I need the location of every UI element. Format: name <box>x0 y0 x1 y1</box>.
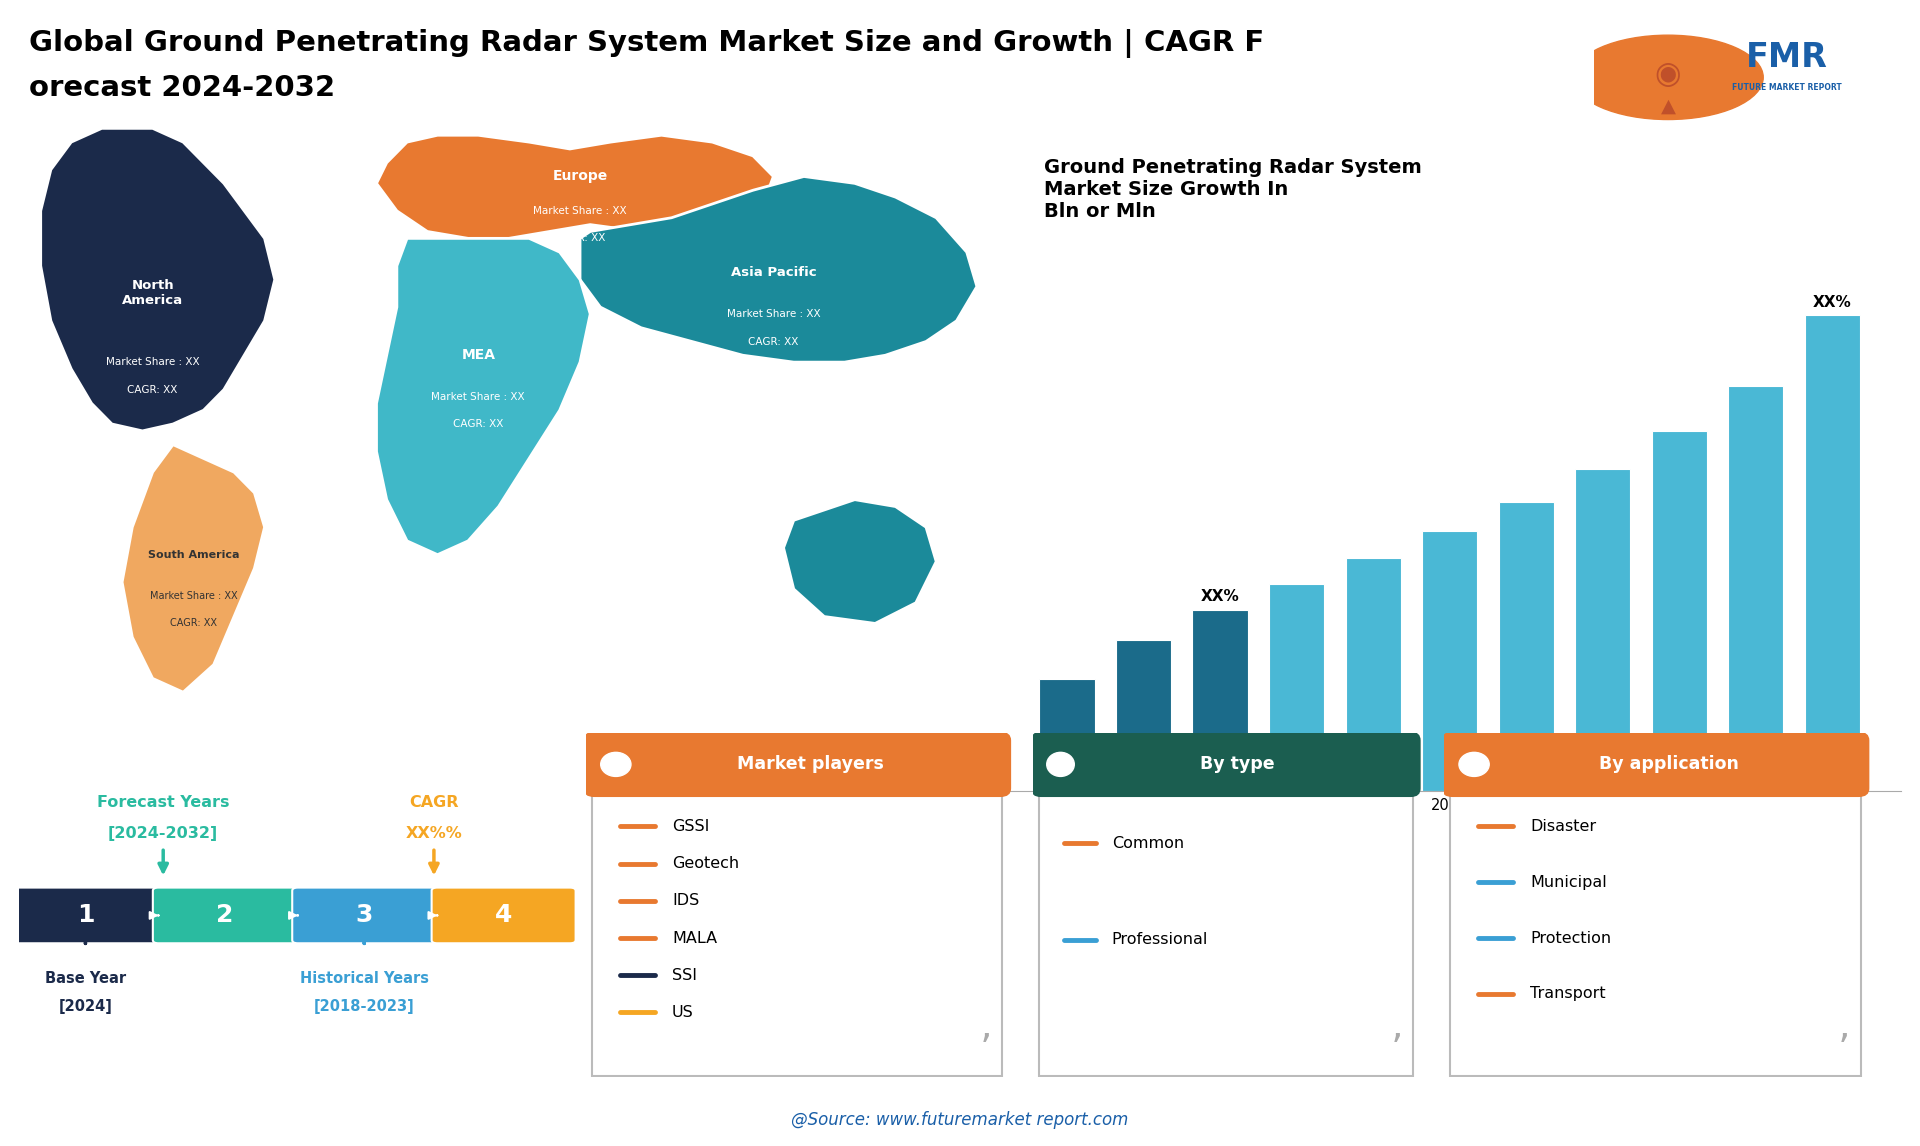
Text: Historical Years: Historical Years <box>300 971 428 986</box>
FancyBboxPatch shape <box>292 887 436 943</box>
Text: Global Ground Penetrating Radar System Market Size and Growth | CAGR F: Global Ground Penetrating Radar System M… <box>29 29 1263 57</box>
Text: FUTURE MARKET REPORT: FUTURE MARKET REPORT <box>1732 84 1841 93</box>
Text: CAGR: XX: CAGR: XX <box>555 234 605 243</box>
Text: Disaster: Disaster <box>1530 818 1596 834</box>
Text: ◉: ◉ <box>1655 61 1682 89</box>
Text: ’: ’ <box>979 1033 993 1070</box>
Text: By application: By application <box>1599 755 1738 774</box>
Bar <box>1574 469 1630 791</box>
Bar <box>1269 583 1325 791</box>
Bar <box>1500 502 1553 791</box>
FancyBboxPatch shape <box>584 732 1012 798</box>
Text: SSI: SSI <box>672 967 697 983</box>
Polygon shape <box>783 500 937 623</box>
Text: ’: ’ <box>1837 1033 1849 1070</box>
Bar <box>1423 532 1476 791</box>
Text: @Source: www.futuremarket report.com: @Source: www.futuremarket report.com <box>791 1110 1129 1129</box>
Bar <box>1039 678 1094 791</box>
Text: Market Share : XX: Market Share : XX <box>432 392 524 401</box>
Polygon shape <box>40 128 275 431</box>
Text: ’: ’ <box>1390 1033 1404 1070</box>
Text: Professional: Professional <box>1112 932 1208 948</box>
FancyBboxPatch shape <box>591 786 1002 1075</box>
Text: MEA: MEA <box>461 348 495 362</box>
Text: Europe: Europe <box>553 170 607 183</box>
FancyBboxPatch shape <box>432 887 576 943</box>
Text: 1: 1 <box>77 903 94 927</box>
Text: orecast 2024-2032: orecast 2024-2032 <box>29 74 334 102</box>
Circle shape <box>601 752 632 777</box>
Circle shape <box>1459 752 1490 777</box>
Bar <box>1346 558 1400 791</box>
Text: Asia Pacific: Asia Pacific <box>732 266 816 280</box>
Text: CAGR: XX: CAGR: XX <box>169 619 217 628</box>
Text: [2018-2023]: [2018-2023] <box>313 999 415 1014</box>
Bar <box>1116 639 1171 791</box>
Text: Base Year: Base Year <box>44 971 127 986</box>
Text: [2024]: [2024] <box>58 999 113 1014</box>
Text: US: US <box>672 1005 693 1020</box>
Text: 2: 2 <box>217 903 234 927</box>
Text: CAGR: CAGR <box>409 795 459 810</box>
Text: [2024-2032]: [2024-2032] <box>108 825 219 841</box>
Text: Forecast Years: Forecast Years <box>96 795 230 810</box>
FancyBboxPatch shape <box>1442 732 1870 798</box>
FancyBboxPatch shape <box>154 887 298 943</box>
FancyBboxPatch shape <box>13 887 157 943</box>
Text: South America: South America <box>148 550 240 559</box>
Text: 4: 4 <box>495 903 513 927</box>
FancyBboxPatch shape <box>1031 732 1421 798</box>
Text: Market Share : XX: Market Share : XX <box>726 309 820 319</box>
Text: Market Share : XX: Market Share : XX <box>106 358 200 367</box>
Text: XX%: XX% <box>1200 589 1240 604</box>
Text: Transport: Transport <box>1530 987 1605 1002</box>
Text: GSSI: GSSI <box>672 818 708 834</box>
Text: CAGR: XX: CAGR: XX <box>749 337 799 346</box>
Text: Protection: Protection <box>1530 931 1611 945</box>
Text: Common: Common <box>1112 835 1185 851</box>
Text: XX%: XX% <box>1812 295 1851 309</box>
Text: North
America: North America <box>123 280 182 307</box>
FancyBboxPatch shape <box>1039 786 1413 1075</box>
Circle shape <box>1046 752 1075 777</box>
Text: ▲: ▲ <box>1661 97 1676 116</box>
Text: Market Share : XX: Market Share : XX <box>534 206 626 215</box>
Text: Ground Penetrating Radar System
Market Size Growth In
Bln or Mln: Ground Penetrating Radar System Market S… <box>1044 158 1421 221</box>
Text: MALA: MALA <box>672 931 718 945</box>
FancyBboxPatch shape <box>1450 786 1860 1075</box>
Text: FMR: FMR <box>1745 41 1828 74</box>
Polygon shape <box>580 176 977 362</box>
Text: XX%%: XX%% <box>405 825 463 841</box>
Text: Market players: Market players <box>737 755 883 774</box>
Bar <box>1192 610 1248 791</box>
Text: CAGR: XX: CAGR: XX <box>127 385 179 394</box>
Polygon shape <box>376 135 774 238</box>
Polygon shape <box>376 238 589 555</box>
Text: Municipal: Municipal <box>1530 874 1607 889</box>
Text: By type: By type <box>1200 755 1275 774</box>
Text: Geotech: Geotech <box>672 856 739 871</box>
Bar <box>1805 315 1860 791</box>
Text: 3: 3 <box>355 903 372 927</box>
Bar <box>1651 431 1707 791</box>
Circle shape <box>1572 36 1763 119</box>
Text: Market Share : XX: Market Share : XX <box>150 591 238 601</box>
Polygon shape <box>123 445 265 692</box>
Bar <box>1728 386 1784 791</box>
Text: IDS: IDS <box>672 893 699 909</box>
Text: CAGR: XX: CAGR: XX <box>453 419 503 429</box>
